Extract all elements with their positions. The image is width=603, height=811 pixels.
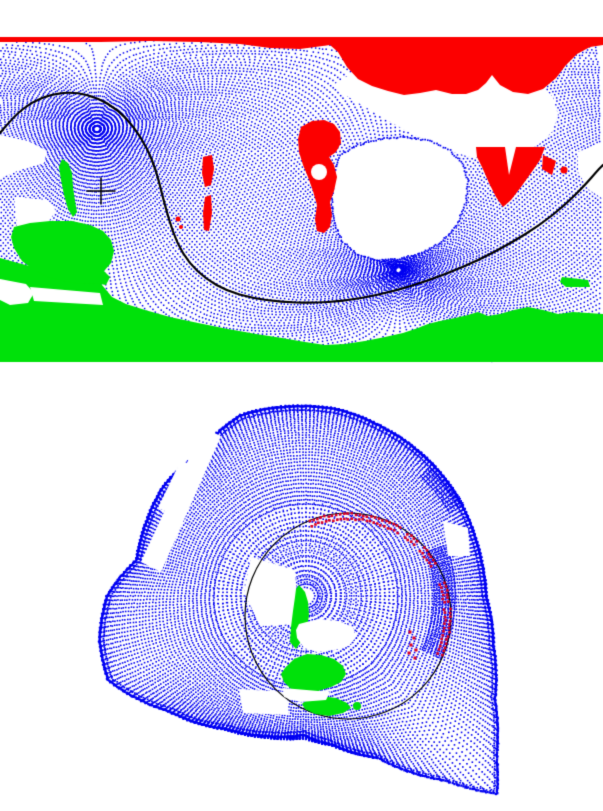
figure-canvas [0, 0, 603, 811]
flow-field-figure [0, 0, 603, 811]
